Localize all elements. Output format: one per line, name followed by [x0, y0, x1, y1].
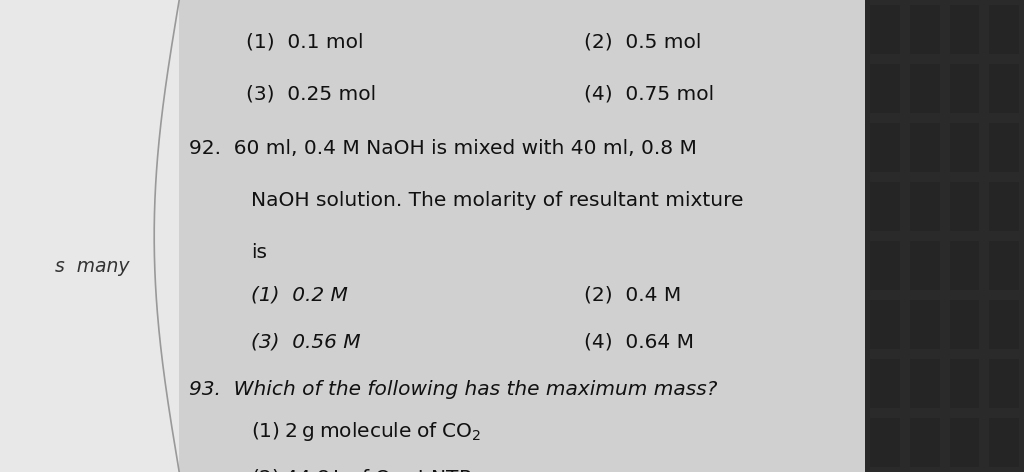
Bar	[989, 5, 1019, 54]
Bar	[870, 300, 900, 349]
Text: (2)  0.4 M: (2) 0.4 M	[584, 286, 681, 304]
Bar	[910, 64, 940, 113]
Bar	[870, 5, 900, 54]
Bar	[910, 300, 940, 349]
Bar	[989, 182, 1019, 231]
Text: (3)  0.25 mol: (3) 0.25 mol	[246, 85, 376, 104]
Bar	[949, 418, 979, 467]
Bar	[0, 0, 179, 472]
Bar	[870, 64, 900, 113]
Bar	[870, 359, 900, 408]
Bar	[910, 123, 940, 172]
Bar	[870, 418, 900, 467]
Text: (4)  0.64 M: (4) 0.64 M	[584, 333, 693, 352]
Bar	[910, 241, 940, 290]
Text: (1)  0.2 M: (1) 0.2 M	[251, 286, 348, 304]
Bar	[870, 182, 900, 231]
Bar	[870, 241, 900, 290]
Bar	[989, 64, 1019, 113]
Bar	[949, 5, 979, 54]
Text: 92.  60 ml, 0.4 M NaOH is mixed with 40 ml, 0.8 M: 92. 60 ml, 0.4 M NaOH is mixed with 40 m…	[189, 139, 697, 158]
Bar	[989, 418, 1019, 467]
Text: s  many: s many	[55, 257, 129, 276]
Bar	[949, 359, 979, 408]
Bar	[910, 5, 940, 54]
Text: NaOH solution. The molarity of resultant mixture: NaOH solution. The molarity of resultant…	[251, 191, 743, 210]
Bar	[865, 0, 1024, 472]
Bar	[949, 64, 979, 113]
Bar	[989, 123, 1019, 172]
Text: (1)  0.1 mol: (1) 0.1 mol	[246, 33, 364, 52]
Text: (4)  0.75 mol: (4) 0.75 mol	[584, 85, 714, 104]
Bar	[910, 359, 940, 408]
Text: (2)  0.5 mol: (2) 0.5 mol	[584, 33, 701, 52]
Bar	[989, 359, 1019, 408]
Text: $(1)\;2\,\mathrm{g\;molecule\;of\;CO_2}$: $(1)\;2\,\mathrm{g\;molecule\;of\;CO_2}$	[251, 421, 480, 443]
Bar	[870, 123, 900, 172]
Bar	[949, 300, 979, 349]
Text: 93.  Which of the following has the maximum mass?: 93. Which of the following has the maxim…	[189, 380, 718, 399]
Bar	[989, 241, 1019, 290]
Bar	[910, 182, 940, 231]
Bar	[179, 0, 865, 472]
Bar	[949, 182, 979, 231]
Text: $(2)\;44.8\,\mathrm{L\;of\;O_3\;at\;NTP}$: $(2)\;44.8\,\mathrm{L\;of\;O_3\;at\;NTP}…	[251, 468, 471, 472]
Bar	[949, 241, 979, 290]
Bar	[989, 300, 1019, 349]
Text: is: is	[251, 243, 267, 262]
Text: (3)  0.56 M: (3) 0.56 M	[251, 333, 360, 352]
Bar	[910, 418, 940, 467]
Bar	[949, 123, 979, 172]
